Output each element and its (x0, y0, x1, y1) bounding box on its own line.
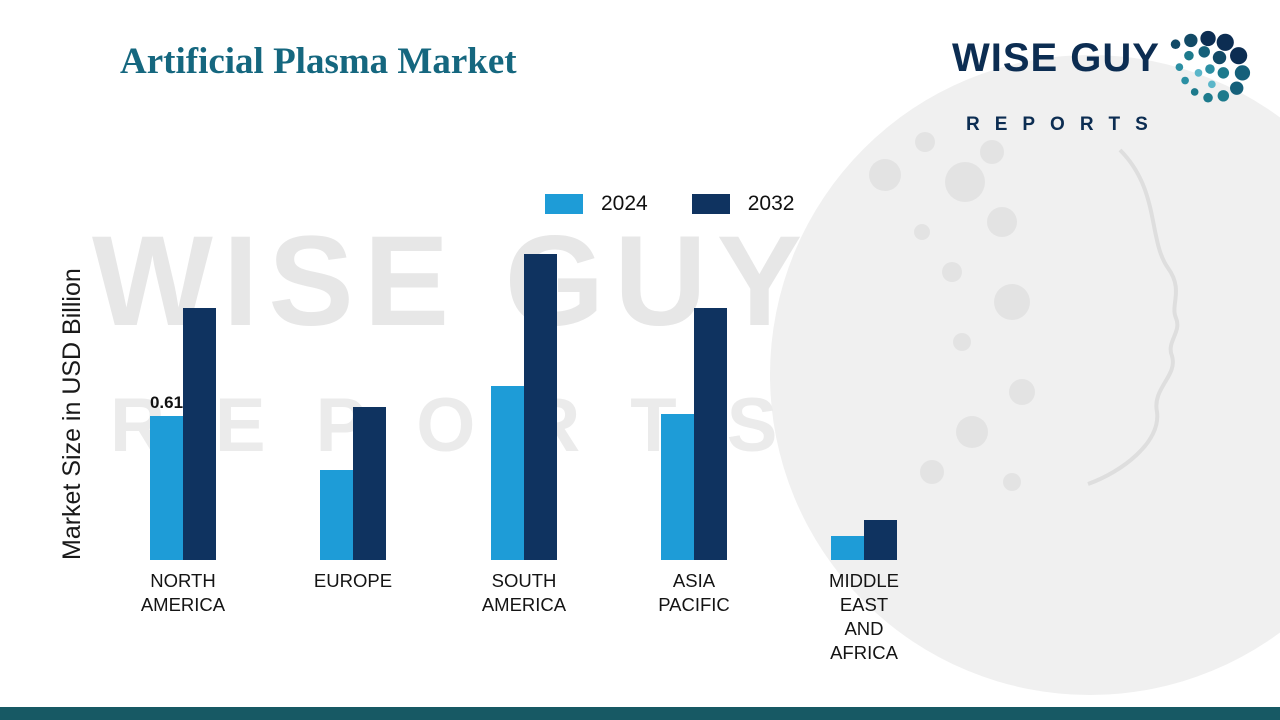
logo-sub-text: REPORTS (965, 114, 1163, 135)
bar-2024-south-america (491, 386, 524, 560)
y-axis-label: Market Size in USD Billion (58, 268, 86, 560)
bars-south-america (444, 230, 604, 560)
category-label-north-america: NORTH AMERICA (140, 570, 226, 616)
footer-bar (0, 707, 1280, 720)
bars-europe (273, 230, 433, 560)
background-circle-watermark (770, 55, 1280, 695)
legend-item-2024: 2024 (545, 192, 648, 216)
category-label-europe: EUROPE (313, 570, 393, 591)
chart-legend: 2024 2032 (545, 192, 794, 216)
legend-swatch-2024 (545, 194, 583, 214)
bar-2032-asia-pacific (694, 308, 727, 560)
bar-group-asia-pacific: ASIA PACIFIC (614, 230, 774, 617)
legend-label-2032: 2032 (747, 192, 795, 215)
bar-2032-middle-east-and-africa (864, 520, 897, 560)
logo-face-icon (1170, 30, 1251, 103)
bar-group-middle-east-and-africa: MIDDLE EAST AND AFRICA (784, 230, 944, 665)
bar-2024-middle-east-and-africa (831, 536, 864, 560)
bars-asia-pacific (614, 230, 774, 560)
legend-swatch-2032 (691, 194, 730, 214)
logo-brand-text: WISE GUY (951, 36, 1160, 80)
bar-group-europe: EUROPE (273, 230, 433, 593)
bar-2024-europe (320, 470, 353, 560)
bar-2024-asia-pacific (661, 414, 694, 560)
legend-label-2024: 2024 (601, 192, 648, 215)
category-label-middle-east-and-africa: MIDDLE EAST AND AFRICA (829, 570, 899, 664)
bars-middle-east-and-africa (784, 230, 944, 560)
brand-logo: WISE GUY REPORTS (951, 30, 1252, 136)
bar-2032-europe (353, 407, 386, 560)
category-label-south-america: SOUTH AMERICA (481, 570, 567, 616)
bar-2032-south-america (524, 254, 557, 560)
category-label-asia-pacific: ASIA PACIFIC (658, 570, 730, 616)
bars-north-america: 0.61 (103, 230, 263, 560)
bar-value-label-2024-north-america: 0.61 (149, 393, 184, 412)
bar-group-south-america: SOUTH AMERICA (444, 230, 604, 617)
legend-item-2032: 2032 (691, 192, 795, 216)
bar-2024-north-america: 0.61 (150, 393, 183, 560)
page-title: Artificial Plasma Market (120, 41, 517, 82)
bar-2032-north-america (183, 308, 216, 560)
bar-group-north-america: 0.61 NORTH AMERICA (103, 230, 263, 617)
